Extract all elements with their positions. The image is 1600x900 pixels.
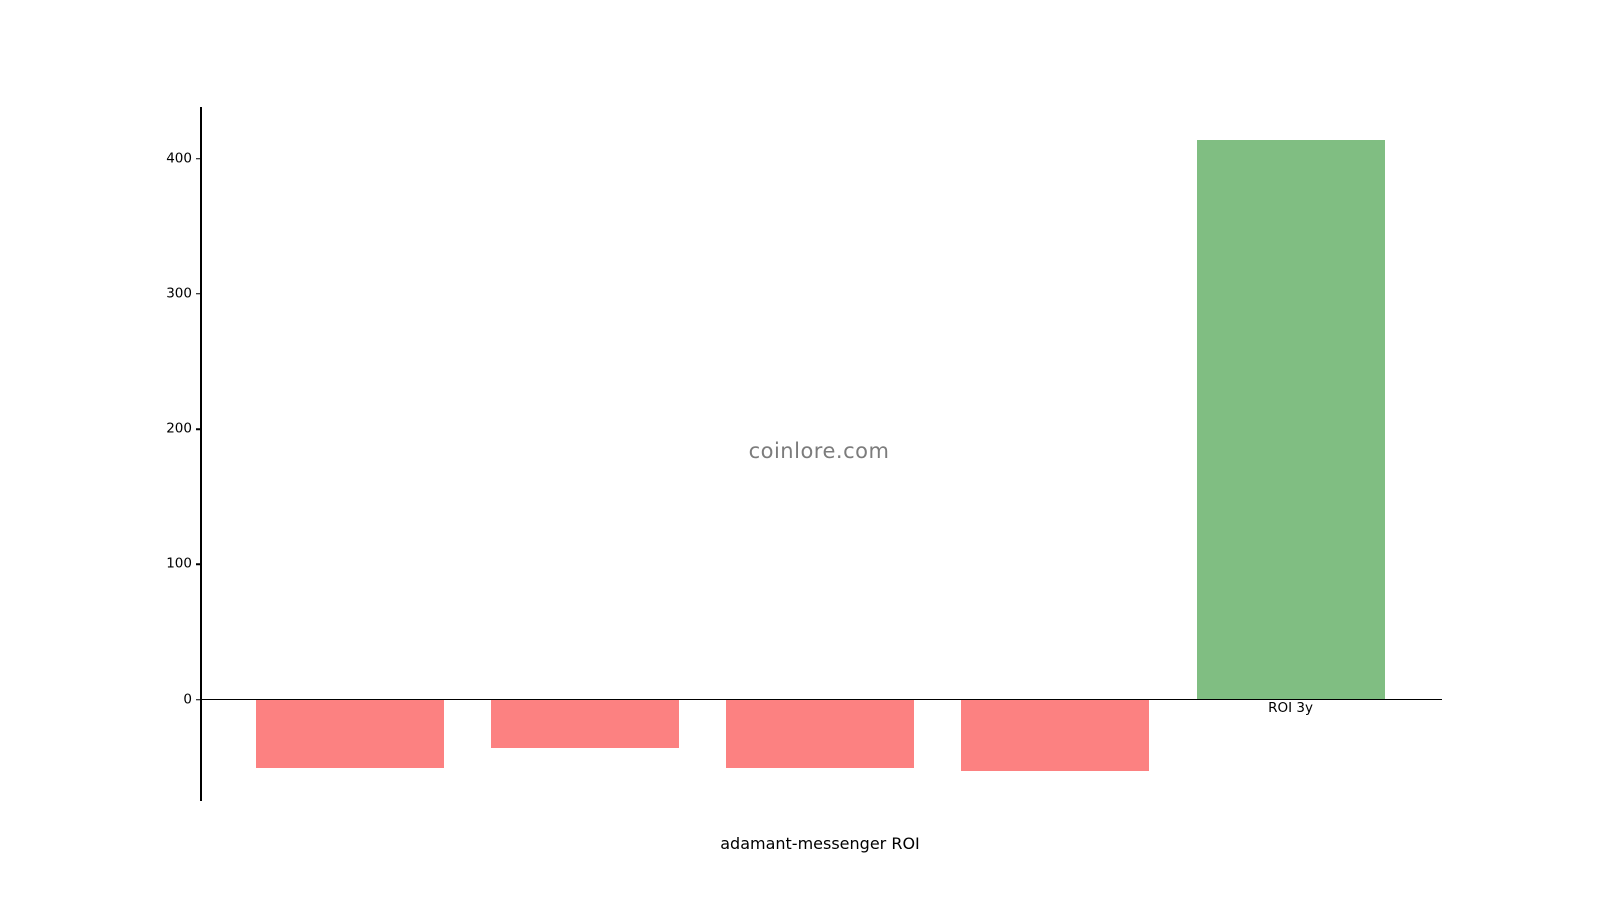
x-axis-line — [200, 698, 1442, 700]
y-tick-label: 100 — [166, 555, 192, 572]
bar-negative — [490, 700, 679, 748]
x-axis-title: adamant-messenger ROI — [720, 834, 920, 853]
y-tick-label: 200 — [166, 420, 192, 437]
y-tick-label: 0 — [183, 690, 192, 707]
y-tick-label: 300 — [166, 285, 192, 301]
y-tick-mark — [195, 157, 201, 160]
y-tick-label: 400 — [166, 149, 192, 166]
x-tick-label: ROI 3y — [1268, 700, 1313, 716]
bar-negative — [255, 700, 444, 768]
y-tick-mark — [195, 698, 201, 701]
bar-positive — [1196, 139, 1385, 700]
y-tick-mark — [195, 428, 201, 430]
bar-negative — [726, 700, 914, 768]
y-tick-mark — [195, 563, 201, 565]
bar-negative — [961, 700, 1150, 771]
y-tick-mark — [195, 293, 201, 295]
coinlore-watermark: coinlore.com — [748, 439, 890, 463]
y-axis-line — [200, 107, 202, 801]
